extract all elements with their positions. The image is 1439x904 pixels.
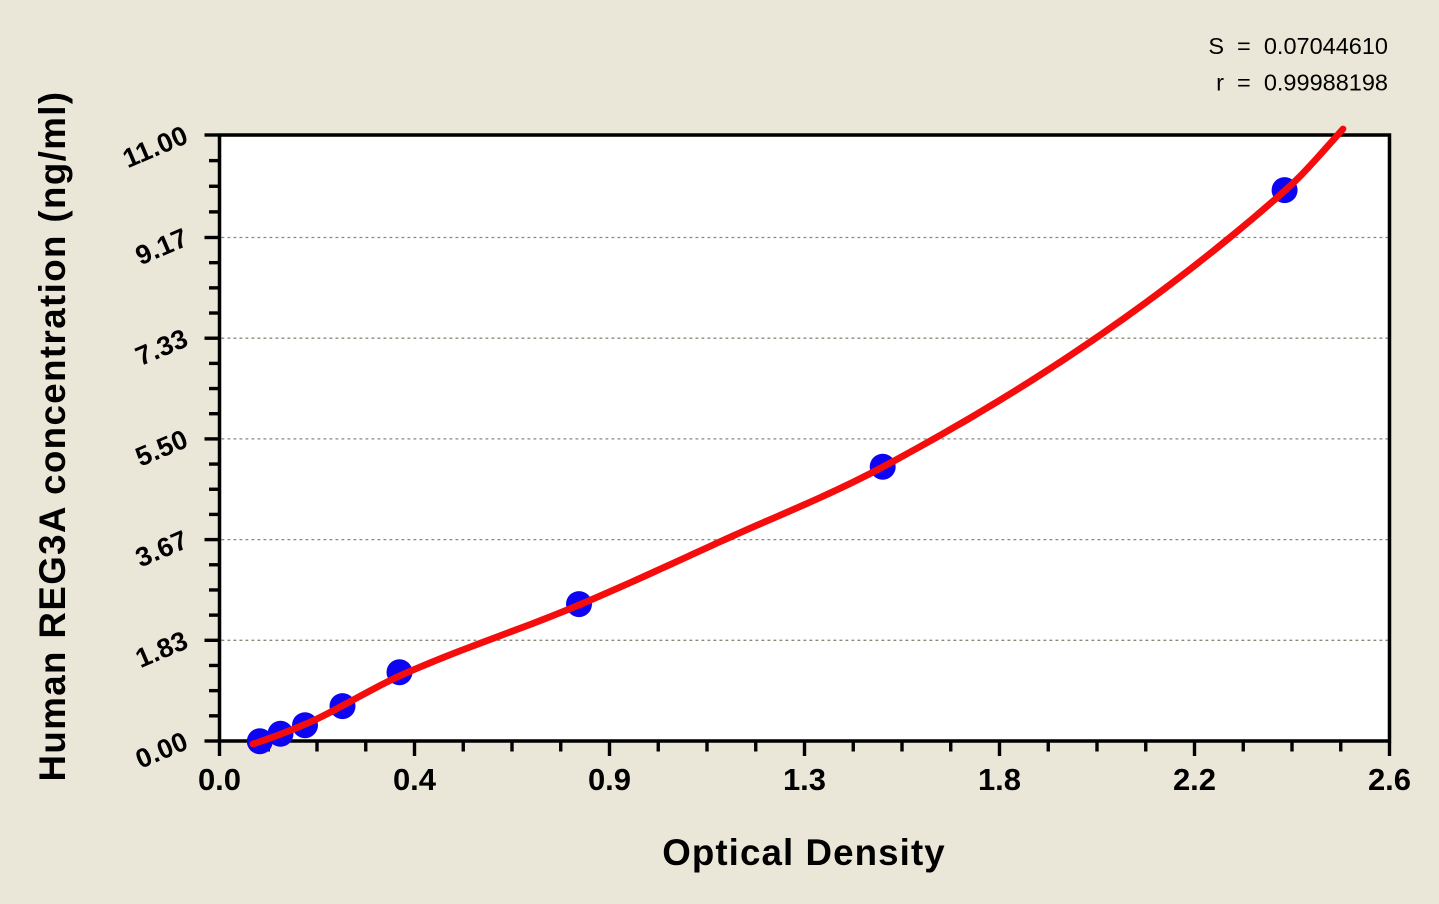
svg-text:7.33: 7.33 [131, 323, 192, 372]
svg-text:r = 0.99988198: r = 0.99988198 [1216, 69, 1388, 95]
svg-text:0.0: 0.0 [198, 762, 241, 797]
svg-text:2.6: 2.6 [1368, 762, 1411, 797]
svg-text:1.8: 1.8 [978, 762, 1021, 797]
svg-text:1.83: 1.83 [131, 625, 192, 674]
svg-text:Human REG3A concentration (ng/: Human REG3A concentration (ng/ml) [32, 91, 73, 782]
svg-text:5.50: 5.50 [131, 424, 192, 473]
svg-text:11.00: 11.00 [118, 120, 192, 174]
svg-text:S = 0.07044610: S = 0.07044610 [1208, 33, 1388, 59]
svg-text:2.2: 2.2 [1173, 762, 1216, 797]
svg-text:0.4: 0.4 [393, 762, 437, 797]
svg-text:3.67: 3.67 [131, 525, 192, 574]
svg-text:9.17: 9.17 [131, 222, 192, 271]
svg-text:1.3: 1.3 [783, 762, 826, 797]
svg-text:0.00: 0.00 [131, 726, 192, 775]
svg-text:Optical Density: Optical Density [662, 832, 946, 873]
svg-text:0.9: 0.9 [588, 762, 631, 797]
